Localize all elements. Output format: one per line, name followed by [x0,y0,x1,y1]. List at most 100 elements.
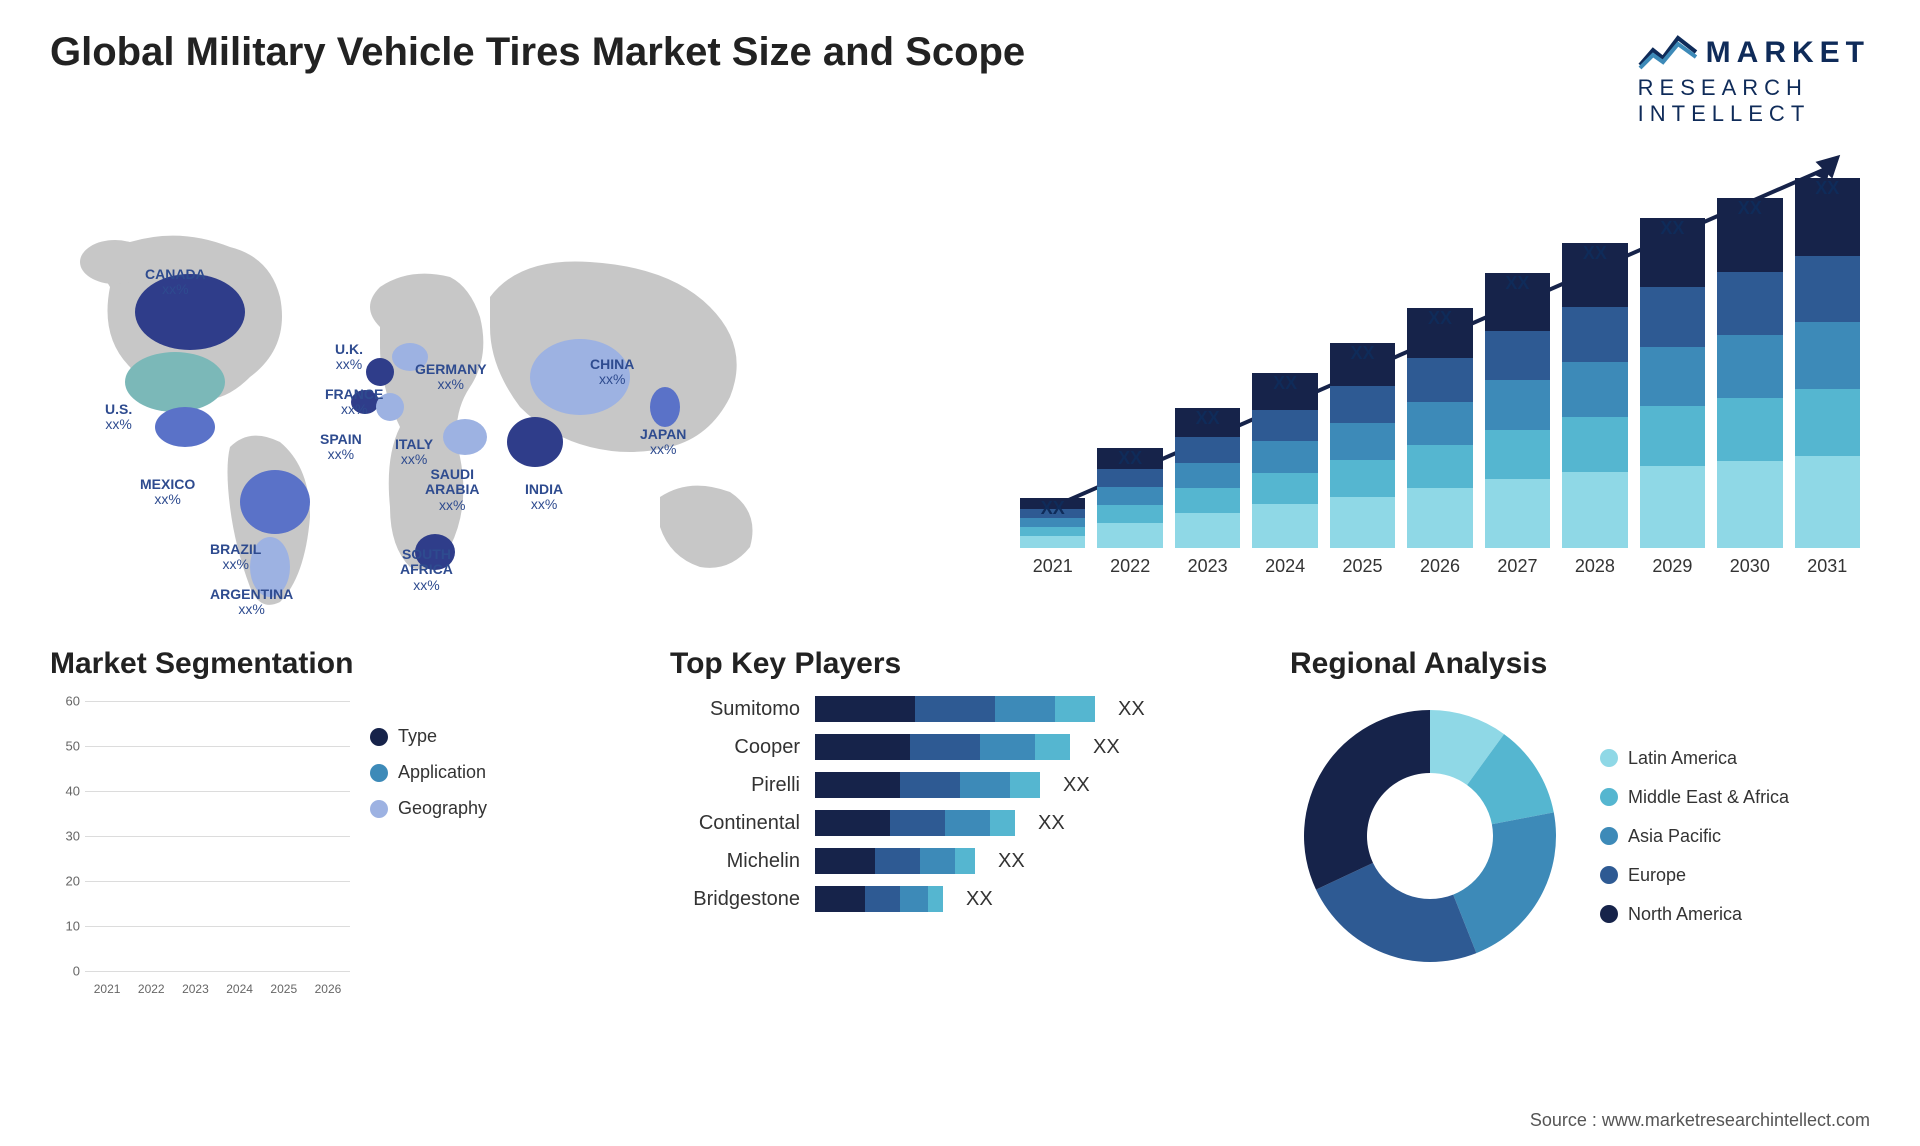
bar-year-label: 2030 [1730,556,1770,577]
bar-col: XX 2024 [1252,373,1317,577]
logo-word2: RESEARCH [1638,75,1870,101]
player-name: Michelin [670,850,800,873]
legend-item: Europe [1600,865,1789,886]
bar-year-label: 2024 [1265,556,1305,577]
player-name: Bridgestone [670,888,800,911]
source-text: Source : www.marketresearchintellect.com [1530,1110,1870,1131]
bar-col: XX 2026 [1407,308,1472,577]
bar-top-label: XX [1351,343,1375,364]
world-map-svg [50,147,950,617]
segmentation-legend: Type Application Geography [370,726,487,996]
map-label: BRAZILxx% [210,542,261,573]
map-label: JAPANxx% [640,427,686,458]
bar-top-label: XX [1428,308,1452,329]
bar-col: XX 2025 [1330,343,1395,577]
player-value: XX [1093,736,1120,759]
map-label: GERMANYxx% [415,362,487,393]
bar-year-label: 2028 [1575,556,1615,577]
bar-top-label: XX [1505,273,1529,294]
seg-year-label: 2021 [89,982,125,996]
bar-year-label: 2026 [1420,556,1460,577]
bar-year-label: 2031 [1807,556,1847,577]
player-name: Pirelli [670,774,800,797]
bar-col: XX 2027 [1485,273,1550,577]
bar-year-label: 2023 [1188,556,1228,577]
map-label: CHINAxx% [590,357,634,388]
map-label: SPAINxx% [320,432,362,463]
regional-title: Regional Analysis [1290,647,1870,681]
seg-year-label: 2025 [266,982,302,996]
player-row: Continental XX [670,810,1250,836]
segmentation-chart: 0102030405060 202120222023202420252026 [50,696,350,996]
bar-col: XX 2031 [1795,178,1860,577]
bar-col: XX 2023 [1175,408,1240,577]
bar-top-label: XX [1583,243,1607,264]
map-label: MEXICOxx% [140,477,195,508]
players-title: Top Key Players [670,647,1250,681]
player-name: Sumitomo [670,698,800,721]
world-map: CANADAxx% U.S.xx% MEXICOxx% BRAZILxx% ARGENT… [50,147,950,617]
map-label: FRANCExx% [325,387,383,418]
map-label: SOUTHAFRICAxx% [400,547,453,593]
seg-year-label: 2024 [222,982,258,996]
seg-year-label: 2026 [310,982,346,996]
bar-year-label: 2029 [1652,556,1692,577]
bar-top-label: XX [1273,373,1297,394]
map-label: CANADAxx% [145,267,206,298]
map-label: ARGENTINAxx% [210,587,293,618]
player-value: XX [966,888,993,911]
legend-item: Application [370,762,487,783]
bar-top-label: XX [1815,178,1839,199]
player-row: Sumitomo XX [670,696,1250,722]
bar-year-label: 2022 [1110,556,1150,577]
logo-word1: MARKET [1706,36,1870,70]
bar-top-label: XX [1041,498,1065,519]
map-label: SAUDIARABIAxx% [425,467,479,513]
players-panel: Top Key Players SumitomoXXCooperXXPirell… [670,647,1250,996]
regional-panel: Regional Analysis Latin America Middle Ea… [1290,647,1870,996]
legend-item: Asia Pacific [1600,826,1789,847]
bar-top-label: XX [1196,408,1220,429]
bar-col: XX 2029 [1640,218,1705,577]
bar-top-label: XX [1660,218,1684,239]
players-list: Sumitomo XX Cooper XX Pirelli XX Continental XX… [670,696,1250,912]
bar-col: XX 2022 [1097,448,1162,577]
bar-col: XX 2030 [1717,198,1782,577]
main-bar-chart: XX 2021 XX 2022 XX 2023 XX 2024 XX 2025 XX 2026 XX 20… [990,147,1870,617]
bar-year-label: 2025 [1343,556,1383,577]
legend-item: Middle East & Africa [1600,787,1789,808]
logo: MARKET RESEARCH INTELLECT [1638,30,1870,127]
legend-item: North America [1600,904,1789,925]
page-title: Global Military Vehicle Tires Market Siz… [50,30,1025,75]
player-row: Cooper XX [670,734,1250,760]
map-label: U.S.xx% [105,402,132,433]
legend-item: Type [370,726,487,747]
player-value: XX [1063,774,1090,797]
map-label: U.K.xx% [335,342,363,373]
segmentation-panel: Market Segmentation 0102030405060 202120… [50,647,630,996]
segmentation-title: Market Segmentation [50,647,630,681]
bar-col: XX 2021 [1020,498,1085,577]
player-name: Continental [670,812,800,835]
player-value: XX [1118,698,1145,721]
player-value: XX [998,850,1025,873]
player-name: Cooper [670,736,800,759]
player-row: Bridgestone XX [670,886,1250,912]
logo-mark-icon [1638,30,1698,75]
legend-item: Latin America [1600,748,1789,769]
legend-item: Geography [370,798,487,819]
seg-year-label: 2023 [177,982,213,996]
map-label: ITALYxx% [395,437,433,468]
map-label: INDIAxx% [525,482,563,513]
bar-top-label: XX [1738,198,1762,219]
bar-year-label: 2027 [1497,556,1537,577]
logo-word3: INTELLECT [1638,101,1870,127]
bar-col: XX 2028 [1562,243,1627,577]
bar-top-label: XX [1118,448,1142,469]
seg-year-label: 2022 [133,982,169,996]
regional-legend: Latin America Middle East & Africa Asia Pa… [1600,748,1789,925]
player-row: Pirelli XX [670,772,1250,798]
bar-year-label: 2021 [1033,556,1073,577]
player-value: XX [1038,812,1065,835]
regional-donut [1290,696,1570,976]
